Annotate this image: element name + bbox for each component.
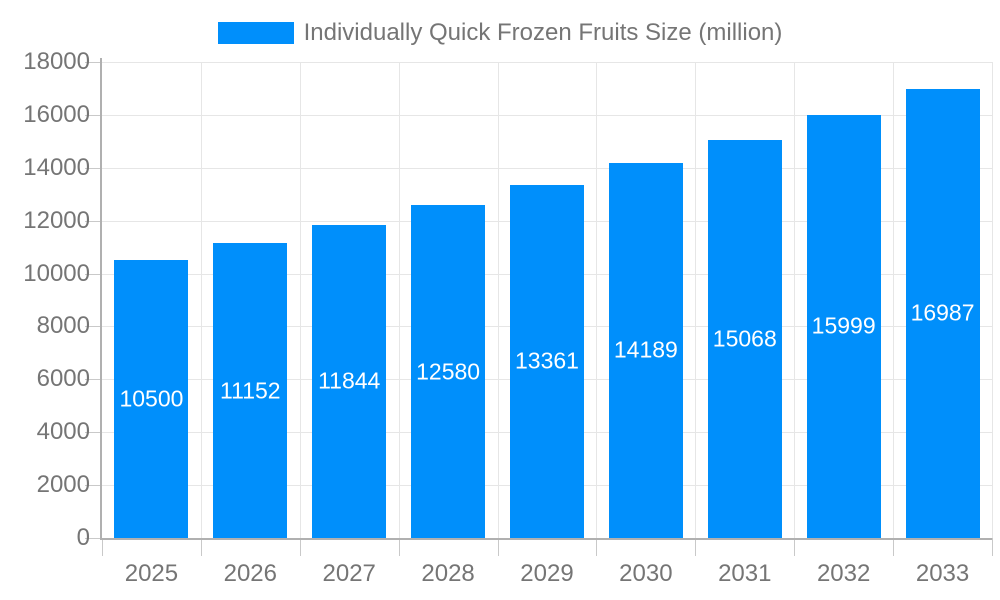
y-tick-label: 6000 [36, 365, 90, 393]
bar-value-label: 12580 [416, 358, 481, 385]
y-tick [85, 485, 102, 487]
x-tick-label: 2033 [915, 560, 970, 587]
x-tick [299, 538, 301, 556]
bar-value-label: 14189 [613, 336, 678, 363]
y-gridline [102, 114, 992, 116]
bar-value-label: 13361 [515, 347, 579, 374]
x-gridline [299, 62, 301, 538]
y-axis-line [100, 58, 102, 538]
x-tick [596, 538, 598, 556]
y-tick-label: 18000 [23, 48, 90, 75]
y-tick [85, 62, 102, 63]
x-gridline [200, 62, 202, 538]
bar[interactable]: 11844 [312, 224, 387, 538]
bar-value-label: 16987 [910, 299, 975, 326]
x-tick-label: 2026 [223, 560, 277, 587]
x-tick [893, 538, 895, 556]
bar-value-label: 15068 [712, 325, 777, 352]
legend[interactable]: Individually Quick Frozen Fruits Size (m… [0, 19, 1000, 47]
x-tick-label: 2031 [718, 560, 772, 587]
x-tick-label: 2028 [421, 560, 475, 587]
x-gridline [794, 62, 796, 538]
y-tick-label: 2000 [36, 471, 90, 499]
bar[interactable]: 12580 [411, 205, 486, 538]
bar[interactable]: 10500 [114, 260, 189, 538]
x-gridline [596, 62, 598, 538]
x-tick [695, 538, 697, 556]
legend-swatch [217, 22, 294, 44]
y-tick-label: 16000 [23, 100, 90, 128]
x-tick [794, 538, 796, 556]
y-tick-label: 8000 [36, 312, 90, 340]
x-gridline [695, 62, 697, 538]
x-tick-label: 2025 [124, 560, 179, 587]
x-tick [200, 538, 202, 556]
bar-value-label: 11844 [318, 367, 381, 394]
x-tick-label: 2027 [322, 560, 376, 587]
y-gridline [102, 62, 992, 63]
legend-label: Individually Quick Frozen Fruits Size (m… [303, 19, 783, 46]
x-gridline [992, 62, 993, 538]
x-gridline [398, 62, 400, 538]
y-tick [85, 326, 102, 328]
y-tick-label: 4000 [36, 418, 90, 446]
y-tick [85, 379, 102, 381]
x-gridline [497, 62, 499, 538]
y-tick [85, 273, 102, 275]
bar[interactable]: 16987 [905, 88, 980, 538]
x-tick [497, 538, 499, 556]
bar[interactable]: 14189 [608, 162, 683, 538]
x-tick-label: 2032 [816, 560, 871, 587]
bar[interactable]: 13361 [510, 184, 584, 538]
x-axis-line [100, 538, 992, 540]
y-tick-label: 14000 [23, 153, 90, 181]
x-tick [992, 538, 993, 556]
y-tick-label: 10000 [23, 259, 90, 287]
bar[interactable]: 11152 [213, 243, 288, 538]
y-tick [85, 167, 102, 169]
y-tick [85, 114, 102, 116]
y-gridline [102, 167, 992, 169]
bar-value-label: 11152 [220, 377, 281, 404]
y-tick [85, 432, 102, 434]
x-tick [102, 538, 103, 556]
y-tick [85, 538, 102, 539]
x-tick-label: 2029 [520, 560, 574, 587]
bar[interactable]: 15068 [707, 139, 782, 538]
y-tick [85, 220, 102, 222]
y-tick-label: 0 [76, 524, 90, 551]
x-gridline [893, 62, 895, 538]
bar[interactable]: 15999 [806, 114, 881, 538]
y-tick-label: 12000 [23, 206, 90, 234]
x-tick [398, 538, 400, 556]
x-tick-label: 2030 [619, 560, 673, 587]
bar-value-label: 10500 [119, 385, 184, 412]
bar-value-label: 15999 [811, 312, 876, 339]
